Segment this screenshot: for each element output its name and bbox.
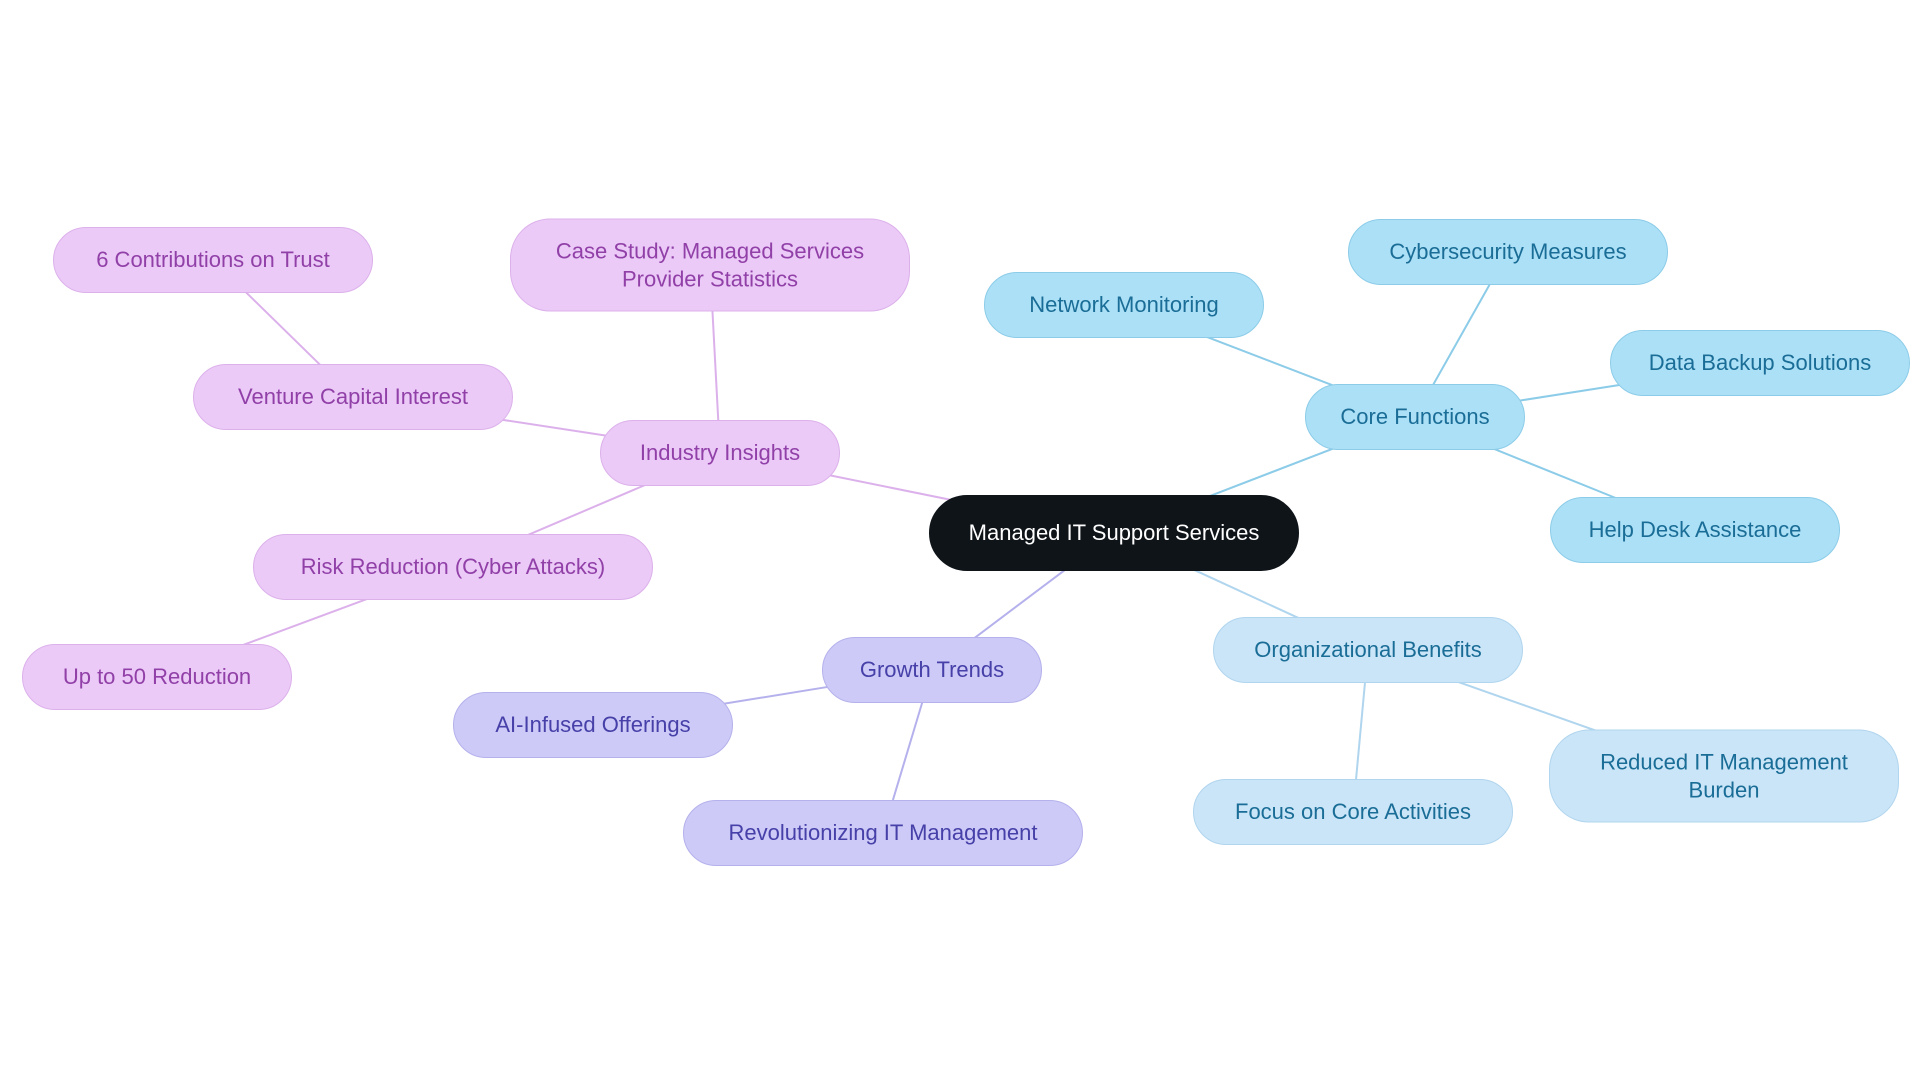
node-netmon: Network Monitoring	[984, 272, 1264, 338]
node-venture: Venture Capital Interest	[193, 364, 513, 430]
node-label: Focus on Core Activities	[1235, 798, 1471, 826]
node-orgben: Organizational Benefits	[1213, 617, 1523, 683]
node-label: Growth Trends	[860, 656, 1004, 684]
node-label: Managed IT Support Services	[969, 519, 1260, 547]
node-cyber: Cybersecurity Measures	[1348, 219, 1668, 285]
node-core: Core Functions	[1305, 384, 1525, 450]
edge	[1433, 285, 1489, 385]
edge	[1197, 333, 1347, 391]
node-risk: Risk Reduction (Cyber Attacks)	[253, 534, 653, 600]
node-aiinfused: AI-Infused Offerings	[453, 692, 733, 758]
node-growth: Growth Trends	[822, 637, 1042, 703]
node-backup: Data Backup Solutions	[1610, 330, 1910, 396]
node-label: Reduced IT Management Burden	[1600, 749, 1848, 804]
node-upto50: Up to 50 Reduction	[22, 644, 292, 710]
node-label: Network Monitoring	[1029, 291, 1219, 319]
node-insights: Industry Insights	[600, 420, 840, 486]
node-helpdesk: Help Desk Assistance	[1550, 497, 1840, 563]
edge	[712, 310, 718, 420]
node-label: AI-Infused Offerings	[495, 711, 690, 739]
edge	[246, 292, 320, 364]
node-label: Core Functions	[1340, 403, 1489, 431]
node-label: Organizational Benefits	[1254, 636, 1481, 664]
edge	[1481, 443, 1624, 501]
node-label: 6 Contributions on Trust	[96, 246, 330, 274]
node-revolution: Revolutionizing IT Management	[683, 800, 1083, 866]
node-label: Revolutionizing IT Management	[729, 819, 1038, 847]
node-label: Risk Reduction (Cyber Attacks)	[301, 553, 605, 581]
node-focus: Focus on Core Activities	[1193, 779, 1513, 845]
node-casestudy: Case Study: Managed Services Provider St…	[510, 219, 910, 312]
edge	[525, 481, 655, 536]
node-label: Venture Capital Interest	[238, 383, 468, 411]
node-label: Data Backup Solutions	[1649, 349, 1872, 377]
edge	[1201, 443, 1347, 499]
node-root: Managed IT Support Services	[929, 495, 1299, 571]
node-contrib: 6 Contributions on Trust	[53, 227, 373, 293]
node-label: Industry Insights	[640, 439, 800, 467]
node-reduced: Reduced IT Management Burden	[1549, 730, 1899, 823]
edge	[893, 703, 922, 800]
node-label: Help Desk Assistance	[1589, 516, 1802, 544]
edge	[1356, 683, 1365, 779]
node-label: Up to 50 Reduction	[63, 663, 251, 691]
mindmap-canvas: Managed IT Support Services Core Function…	[0, 0, 1920, 1083]
edge	[1189, 568, 1303, 620]
edge	[231, 597, 372, 649]
edge	[973, 570, 1066, 640]
node-label: Case Study: Managed Services Provider St…	[556, 238, 864, 293]
node-label: Cybersecurity Measures	[1389, 238, 1626, 266]
edge	[708, 686, 835, 707]
